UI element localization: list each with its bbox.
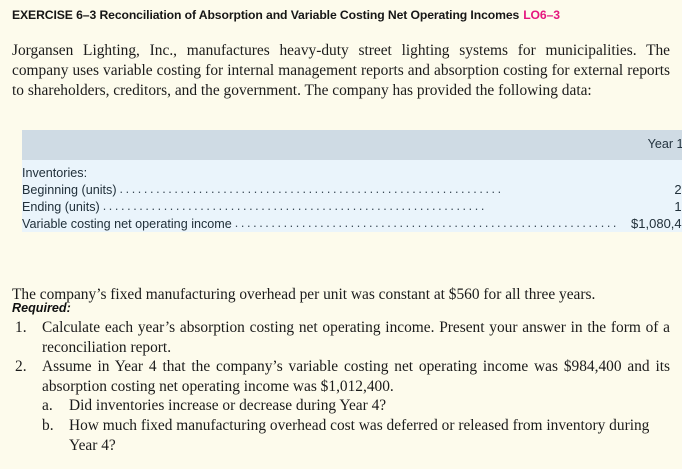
required-subitem-a-marker: a. bbox=[42, 397, 53, 415]
table-header-row: Year 1 Year 2 Year 3 bbox=[22, 130, 682, 160]
required-label: Required: bbox=[12, 301, 71, 315]
fixed-overhead-paragraph: The company’s fixed manufacturing overhe… bbox=[12, 286, 596, 304]
required-item-2-text: Assume in Year 4 that the company’s vari… bbox=[42, 358, 670, 395]
required-subitem-b-marker: b. bbox=[42, 416, 54, 434]
table-body: Inventories: Beginning (units) .........… bbox=[22, 160, 682, 232]
dot-leader: ........................................… bbox=[234, 217, 620, 230]
required-item-2-marker: 2. bbox=[15, 358, 27, 376]
table-col-header-year1: Year 1 bbox=[647, 137, 682, 151]
intro-paragraph: Jorgansen Lighting, Inc., manufactures h… bbox=[12, 42, 670, 99]
row-value-year1: 200 bbox=[674, 182, 682, 197]
table-row: Beginning (units) ......................… bbox=[22, 181, 682, 198]
row-label-text: Ending (units) bbox=[22, 200, 100, 214]
exercise-heading-text: EXERCISE 6–3 Reconciliation of Absorptio… bbox=[12, 8, 520, 22]
required-subitem-b-text: How much fixed manufacturing overhead co… bbox=[69, 416, 650, 454]
required-item-1-text: Calculate each year’s absorption costing… bbox=[42, 319, 670, 356]
required-subitem-a-text: Did inventories increase or decrease dur… bbox=[69, 397, 387, 415]
dot-leader: ........................................… bbox=[102, 200, 487, 213]
table-row: Inventories: bbox=[22, 160, 682, 181]
row-label-text: Beginning (units) bbox=[22, 183, 117, 197]
row-label-beginning-units: Beginning (units) ......................… bbox=[22, 181, 631, 198]
required-item-1-marker: 1. bbox=[15, 319, 27, 336]
table-row: Ending (units) .........................… bbox=[22, 198, 682, 215]
row-label-text: Variable costing net operating income bbox=[22, 217, 232, 231]
dot-leader: ........................................… bbox=[119, 183, 504, 196]
required-subitem-a: a. Did inventories increase or decrease … bbox=[42, 396, 670, 416]
required-item-2: 2. Assume in Year 4 that the company’s v… bbox=[12, 357, 670, 455]
required-subitem-b: b. How much fixed manufacturing overhead… bbox=[42, 416, 670, 455]
table-col-header-blank bbox=[22, 130, 631, 160]
required-list: 1. Calculate each year’s absorption cost… bbox=[12, 318, 670, 455]
table-header: Year 1 Year 2 Year 3 bbox=[22, 130, 682, 160]
exercise-heading: EXERCISE 6–3 Reconciliation of Absorptio… bbox=[12, 8, 672, 22]
required-item-1: 1. Calculate each year’s absorption cost… bbox=[12, 318, 670, 357]
row-label-variable-costing-noi: Variable costing net operating income ..… bbox=[22, 215, 631, 232]
row-value-year1: $1,080,400 bbox=[631, 216, 682, 231]
learning-objective-tag: LO6–3 bbox=[523, 8, 560, 22]
row-value-year1: 170 bbox=[674, 199, 682, 214]
inventory-data-table: Year 1 Year 2 Year 3 Inventories: bbox=[22, 130, 682, 232]
row-label-text: Inventories: bbox=[22, 166, 88, 180]
row-label-ending-units: Ending (units) .........................… bbox=[22, 198, 631, 215]
table-row: Variable costing net operating income ..… bbox=[22, 215, 682, 232]
row-label-inventories: Inventories: bbox=[22, 160, 631, 181]
row-value-year1 bbox=[631, 160, 682, 181]
required-item-2-sublist: a. Did inventories increase or decrease … bbox=[42, 396, 670, 455]
